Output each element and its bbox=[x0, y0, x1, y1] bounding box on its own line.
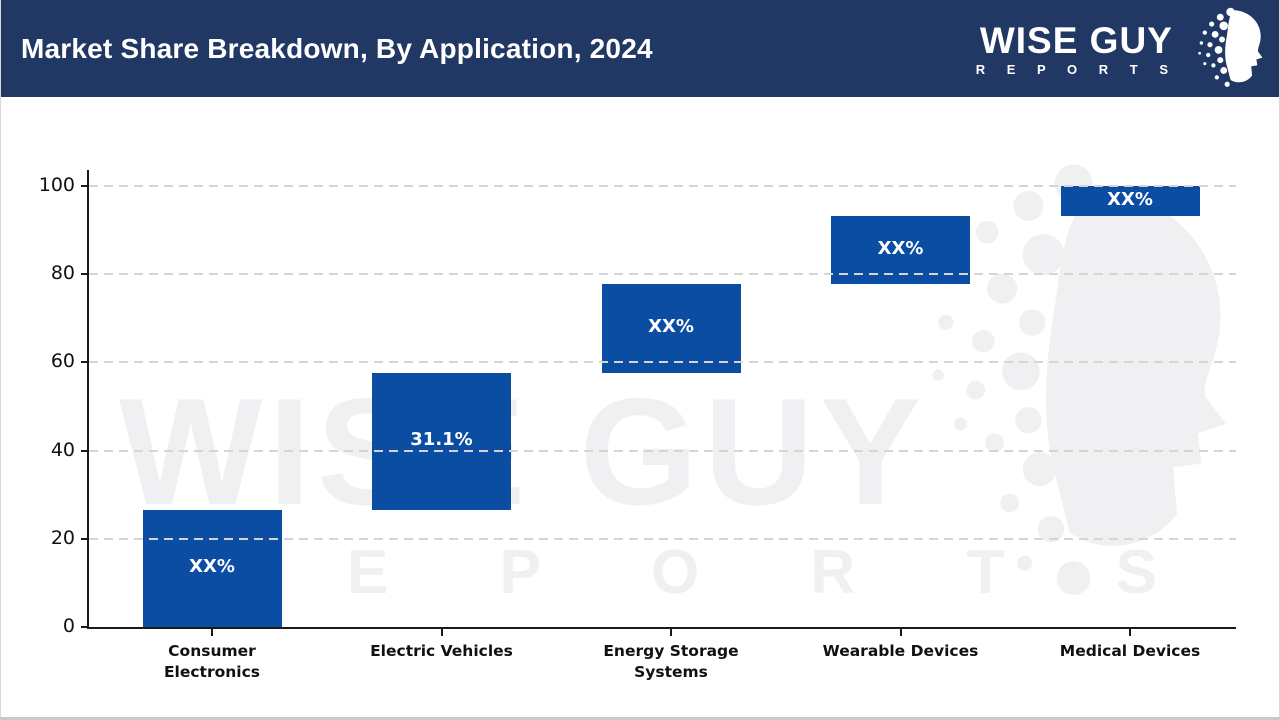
gridline-40 bbox=[89, 449, 1236, 452]
x-axis-tickmark bbox=[899, 629, 902, 636]
x-axis-tickmark bbox=[670, 629, 672, 636]
watermark-head-icon bbox=[932, 164, 1226, 596]
chart-area: WISE GUY R E P O R T S 0 20 40 60 80 100 XX% Co… bbox=[1, 97, 1279, 717]
x-axis-category-label: Energy Storage Systems bbox=[603, 642, 739, 681]
y-axis-tick-label: 60 bbox=[50, 350, 75, 373]
y-axis-tick-label: 0 bbox=[62, 615, 75, 637]
x-axis-tickmark bbox=[211, 629, 213, 636]
y-axis-tickmark bbox=[81, 537, 89, 540]
y-axis-tick-label: 80 bbox=[50, 262, 75, 285]
bar-value-label: XX% bbox=[189, 556, 235, 578]
wiseguy-logo: WISE GUY R E P O R T S bbox=[976, 5, 1265, 93]
y-axis-tickmark bbox=[81, 273, 89, 276]
x-axis-line bbox=[87, 627, 1236, 629]
gridline-60 bbox=[89, 361, 1236, 364]
gridline-20 bbox=[89, 537, 1236, 540]
x-axis-tickmark bbox=[440, 629, 443, 636]
bar-consumer-electronics: XX% bbox=[142, 509, 282, 627]
x-axis-category-label: Consumer Electronics bbox=[163, 642, 261, 681]
y-axis-tickmark bbox=[81, 449, 89, 452]
x-axis-tickmark bbox=[1129, 629, 1131, 636]
bar-value-label: XX% bbox=[877, 238, 924, 260]
gridline-100 bbox=[89, 185, 1236, 187]
y-axis-tick-label: 100 bbox=[38, 174, 75, 196]
y-axis-tickmark bbox=[81, 361, 89, 364]
bar-value-label: XX% bbox=[1107, 189, 1153, 211]
y-axis-line bbox=[87, 170, 89, 627]
bar-wearable-devices: XX% bbox=[831, 216, 970, 285]
header: Market Share Breakdown, By Application, … bbox=[1, 0, 1279, 97]
logo-name: WISE GUY bbox=[979, 19, 1173, 61]
y-axis-tickmark bbox=[81, 185, 89, 187]
x-axis-category-label: Wearable Devices bbox=[822, 642, 979, 660]
y-axis-tick-label: 20 bbox=[50, 526, 75, 549]
y-axis-tick-label: 40 bbox=[50, 438, 75, 461]
y-axis-tickmark bbox=[81, 626, 89, 628]
bar-energy-storage-systems: XX% bbox=[601, 284, 741, 373]
logo-head-icon bbox=[1198, 7, 1263, 87]
logo-wordmark: WISE GUY R E P O R T S bbox=[976, 22, 1177, 76]
bar-electric-vehicles: 31.1% bbox=[372, 372, 511, 510]
bar-value-label: XX% bbox=[648, 316, 694, 338]
chart-title: Market Share Breakdown, By Application, … bbox=[21, 32, 653, 64]
watermark-text: WISE GUY bbox=[119, 367, 928, 537]
x-axis-category-label: Medical Devices bbox=[1059, 642, 1201, 660]
gridline-80 bbox=[89, 273, 1236, 276]
bar-medical-devices: XX% bbox=[1060, 186, 1200, 217]
logo-subtitle: R E P O R T S bbox=[975, 61, 1177, 77]
bar-value-label: 31.1% bbox=[410, 429, 473, 451]
watermark-subtext: R E P O R T S bbox=[191, 538, 1204, 607]
x-axis-category-label: Electric Vehicles bbox=[370, 642, 513, 660]
